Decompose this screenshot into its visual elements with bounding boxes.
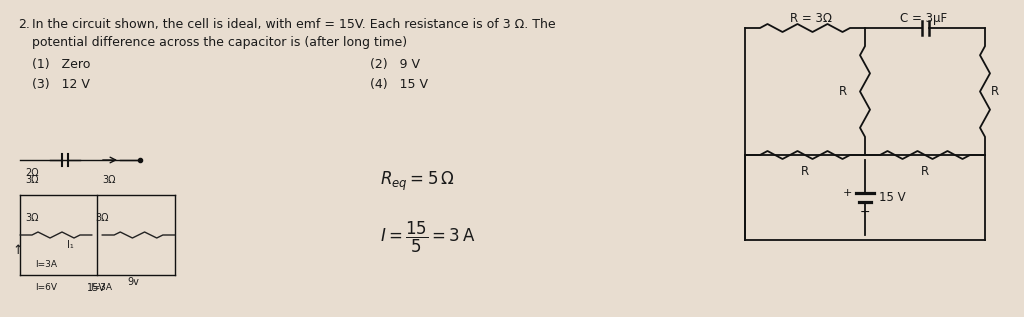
Text: $R_{eq} = 5\,\Omega$: $R_{eq} = 5\,\Omega$ bbox=[380, 170, 455, 193]
Text: I=3A: I=3A bbox=[35, 260, 57, 269]
Text: R: R bbox=[839, 85, 847, 98]
Text: R: R bbox=[801, 165, 809, 178]
Text: 15V: 15V bbox=[87, 283, 106, 293]
Text: 2Ω: 2Ω bbox=[25, 168, 39, 178]
Text: (2)   9 V: (2) 9 V bbox=[370, 58, 420, 71]
Text: I=6V: I=6V bbox=[35, 283, 57, 292]
Text: C = 3μF: C = 3μF bbox=[900, 12, 947, 25]
Text: 9v: 9v bbox=[127, 277, 139, 287]
Text: I₁: I₁ bbox=[67, 240, 74, 250]
Text: ↑: ↑ bbox=[12, 243, 24, 256]
Text: 2.: 2. bbox=[18, 18, 30, 31]
Text: 15 V: 15 V bbox=[879, 191, 905, 204]
Text: 3Ω: 3Ω bbox=[25, 175, 39, 185]
Text: (3)   12 V: (3) 12 V bbox=[32, 78, 90, 91]
Text: R = 3Ω: R = 3Ω bbox=[790, 12, 831, 25]
Text: 3Ω: 3Ω bbox=[25, 213, 39, 223]
Text: R: R bbox=[991, 85, 999, 98]
Text: In the circuit shown, the cell is ideal, with emf = 15V. Each resistance is of 3: In the circuit shown, the cell is ideal,… bbox=[32, 18, 556, 31]
Text: $I = \dfrac{15}{5} = 3\,\mathrm{A}$: $I = \dfrac{15}{5} = 3\,\mathrm{A}$ bbox=[380, 220, 475, 255]
Text: −: − bbox=[860, 206, 870, 219]
Text: R: R bbox=[921, 165, 929, 178]
Text: 3Ω: 3Ω bbox=[95, 213, 109, 223]
Text: (4)   15 V: (4) 15 V bbox=[370, 78, 428, 91]
Text: (1)   Zero: (1) Zero bbox=[32, 58, 90, 71]
Text: I=3A: I=3A bbox=[90, 283, 112, 292]
Text: +: + bbox=[843, 188, 852, 198]
Text: potential difference across the capacitor is (after long time): potential difference across the capacito… bbox=[32, 36, 408, 49]
Text: 3Ω: 3Ω bbox=[102, 175, 116, 185]
